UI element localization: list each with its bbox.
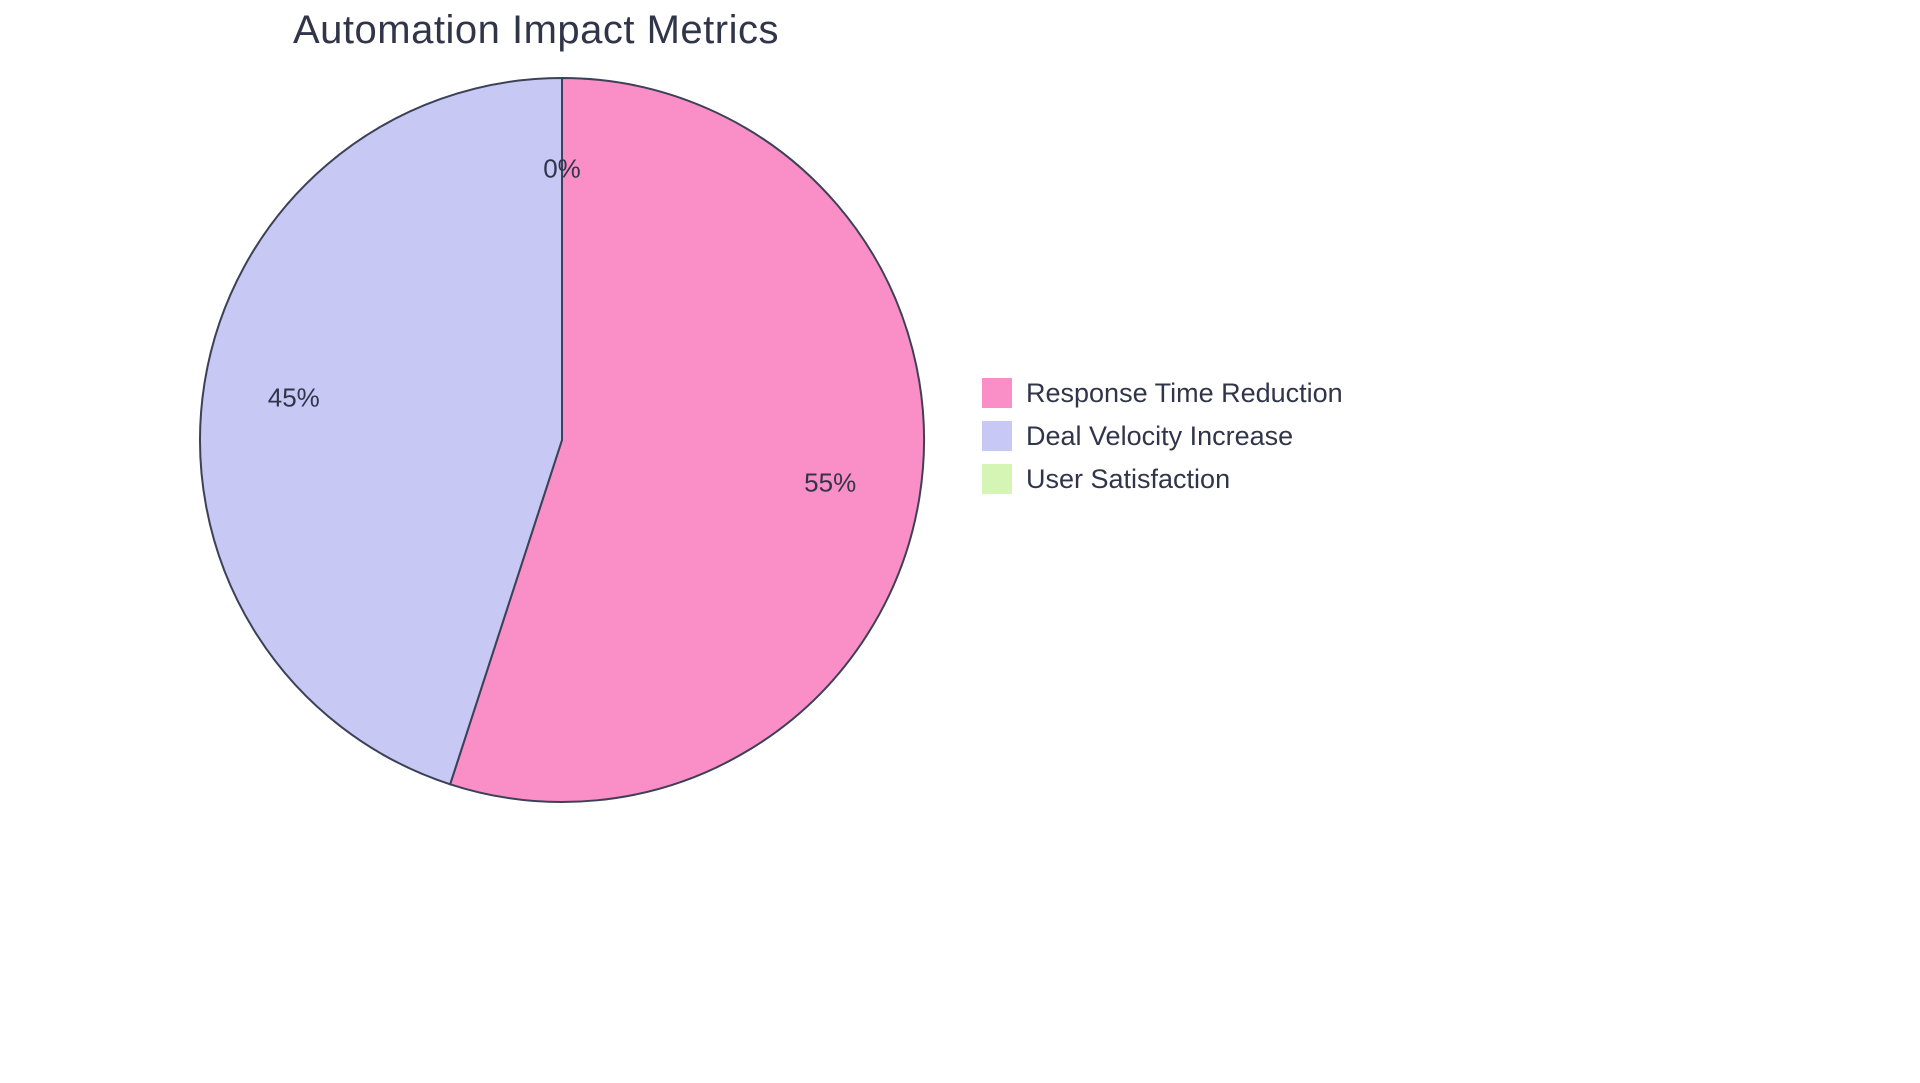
pie-slice-1 — [199, 77, 563, 786]
chart-title: Automation Impact Metrics — [293, 8, 779, 52]
chart-legend: Response Time Reduction Deal Velocity In… — [982, 378, 1343, 494]
legend-item: User Satisfaction — [982, 464, 1343, 494]
legend-label-response-time-reduction: Response Time Reduction — [1026, 377, 1343, 408]
pie-slice-label-1: 45% — [268, 383, 320, 413]
legend-item: Response Time Reduction — [982, 378, 1343, 408]
legend-label-user-satisfaction: User Satisfaction — [1026, 463, 1231, 494]
legend-label-deal-velocity-increase: Deal Velocity Increase — [1026, 420, 1294, 451]
pie-slice-label-0: 55% — [804, 468, 856, 498]
legend-swatch-deal-velocity-increase — [982, 421, 1012, 451]
legend-swatch-user-satisfaction — [982, 464, 1012, 494]
legend-swatch-response-time-reduction — [982, 378, 1012, 408]
pie-slice-label-2: 0% — [543, 154, 581, 184]
legend-item: Deal Velocity Increase — [982, 421, 1343, 451]
pie-slice-0 — [449, 77, 926, 803]
